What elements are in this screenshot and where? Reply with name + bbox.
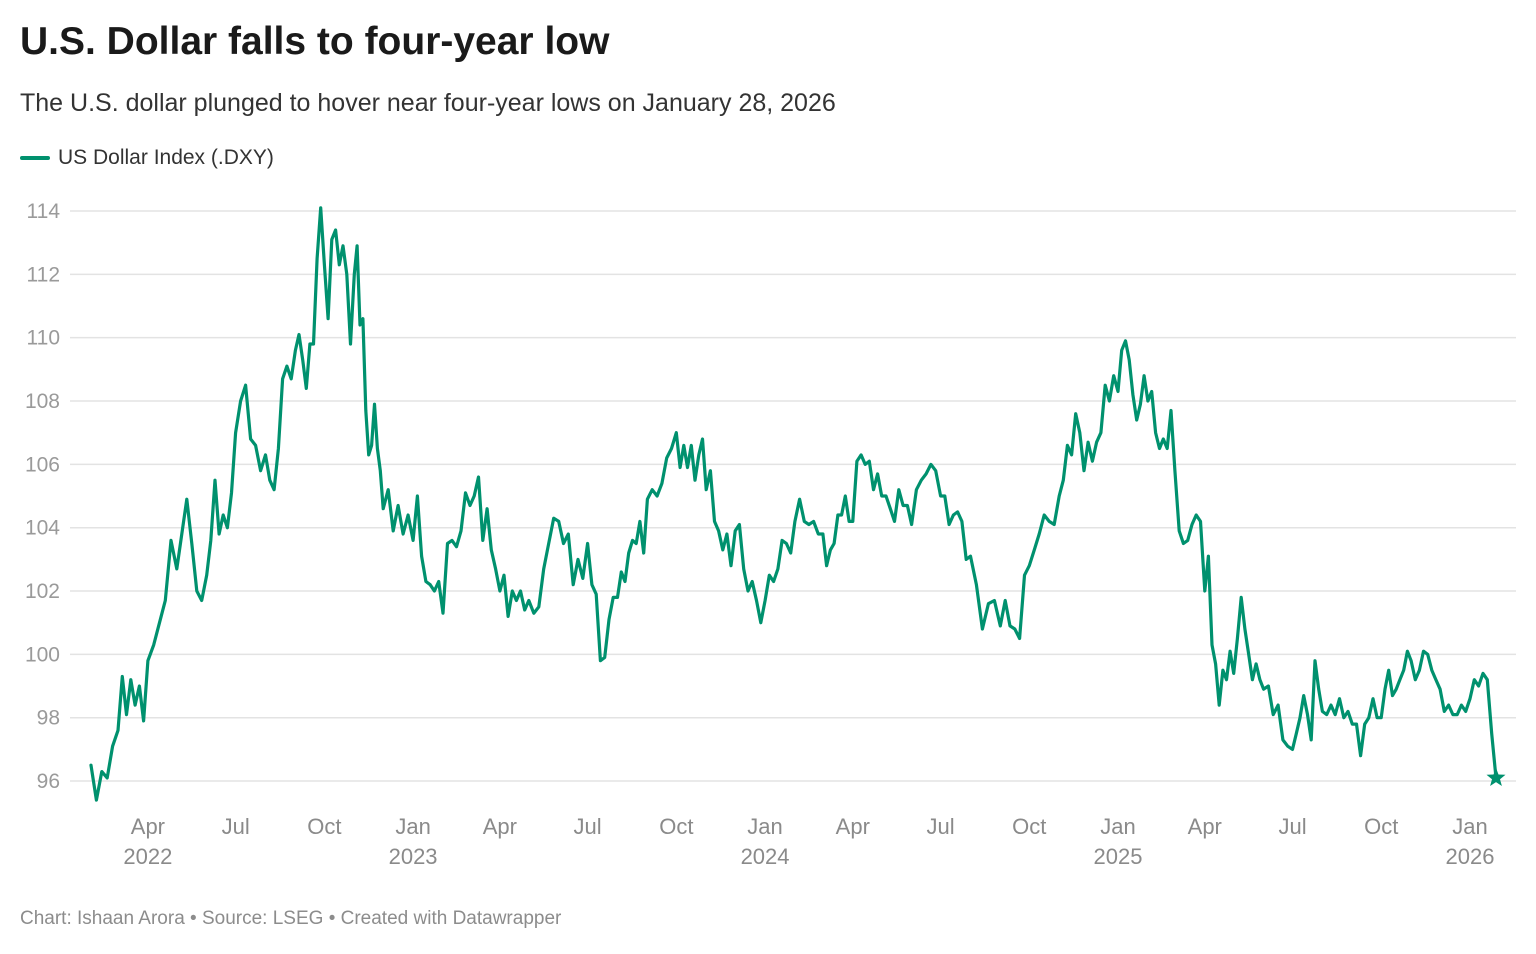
x-tick-label: Oct [659, 814, 693, 839]
x-tick-label: Apr [131, 814, 165, 839]
x-tick-label: Jan [1452, 814, 1487, 839]
chart-title: U.S. Dollar falls to four-year low [20, 20, 610, 63]
x-tick-year: 2026 [1445, 844, 1494, 869]
series-line-dxy [89, 206, 1498, 802]
x-tick-label: Apr [483, 814, 517, 839]
x-tick-year: 2025 [1094, 844, 1143, 869]
y-tick-label: 108 [25, 390, 60, 413]
legend-label: US Dollar Index (.DXY) [58, 146, 274, 169]
x-tick-label: Jan [747, 814, 782, 839]
chart-subtitle: The U.S. dollar plunged to hover near fo… [20, 89, 836, 117]
legend-swatch [20, 156, 50, 160]
x-tick-label: Jul [222, 814, 250, 839]
x-tick-label: Oct [1012, 814, 1046, 839]
gridlines [70, 210, 1516, 782]
x-tick-year: 2023 [389, 844, 438, 869]
end-star-icon [1486, 767, 1506, 786]
x-tick-label: Jan [1100, 814, 1135, 839]
x-axis-ticks: Apr 2022 Jul Oct Jan 2023 Apr Jul Oct Jan 2024 Apr J… [123, 814, 1494, 869]
y-tick-label: 102 [25, 580, 60, 603]
y-tick-label: 100 [25, 643, 60, 666]
x-tick-label: Jul [926, 814, 954, 839]
x-tick-label: Jan [395, 814, 430, 839]
legend: US Dollar Index (.DXY) [20, 146, 274, 170]
y-tick-label: 112 [27, 263, 60, 286]
y-tick-label: 96 [37, 770, 60, 793]
x-tick-label: Oct [307, 814, 341, 839]
y-tick-label: 110 [27, 327, 60, 350]
x-tick-year: 2024 [741, 844, 790, 869]
x-tick-label: Jul [1278, 814, 1306, 839]
x-tick-label: Apr [836, 814, 870, 839]
x-tick-label: Oct [1364, 814, 1398, 839]
y-tick-label: 114 [27, 200, 61, 223]
y-tick-label: 98 [37, 707, 60, 730]
series [89, 206, 1506, 802]
x-tick-year: 2022 [123, 844, 172, 869]
x-tick-label: Jul [574, 814, 602, 839]
x-tick-label: Apr [1188, 814, 1222, 839]
y-tick-label: 106 [25, 453, 60, 476]
chart-footer: Chart: Ishaan Arora • Source: LSEG • Cre… [20, 908, 562, 929]
y-axis-ticks: 96 98 100 102 104 106 108 110 112 114 [25, 200, 60, 793]
y-tick-label: 104 [25, 517, 60, 540]
